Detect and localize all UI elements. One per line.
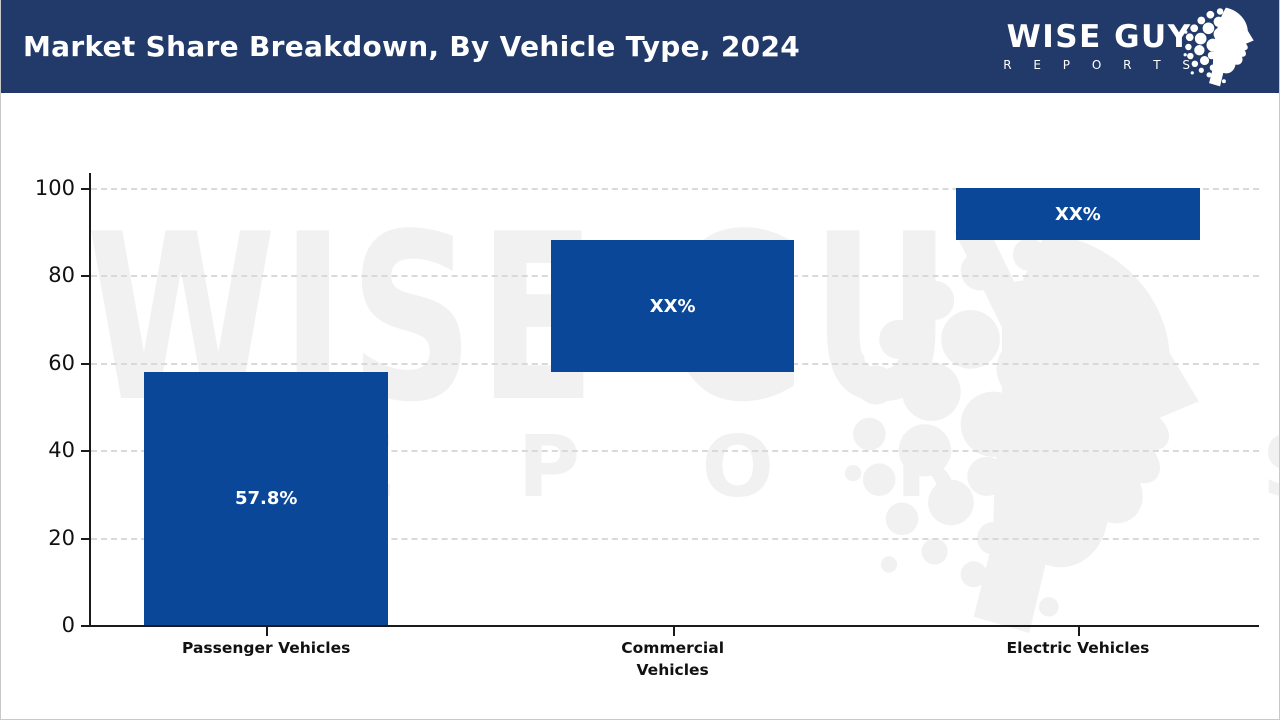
logo-text: WISE GUY R E P O R T S [999,18,1199,72]
gridline [91,188,1259,190]
x-axis-tick [1077,627,1080,636]
gridline [91,537,1259,540]
y-axis-tick [81,625,90,627]
bar-value-label: XX% [649,295,696,317]
bar-segment: XX% [550,240,795,373]
logo-subtitle: R E P O R T S [1003,57,1199,72]
y-axis-tick-label: 80 [48,263,75,288]
y-axis-tick [81,275,90,278]
x-category-label: Electric Vehicles [1006,639,1150,657]
y-axis-tick-label: 0 [61,613,75,637]
logo-wordmark: WISE GUY [1006,18,1192,55]
wiseguy-logo: WISE GUY R E P O R T S [999,5,1261,89]
y-axis-tick-label: 40 [48,438,75,463]
bar-segment: XX% [956,188,1200,241]
y-axis-tick [81,537,90,540]
bar-value-label: 57.8% [234,488,298,510]
page-title: Market Share Breakdown, By Vehicle Type,… [23,30,801,63]
y-axis-tick-label: 60 [48,350,75,375]
gridline [91,450,1259,453]
y-axis-tick-label: 20 [48,525,75,550]
plot-area: 0 20 40 60 80 100 57.8% Passenger Vehicles XX% Co… [35,173,1259,679]
report-header: Market Share Breakdown, By Vehicle Type,… [1,0,1279,93]
x-axis-tick [672,627,675,636]
bar-value-label: XX% [1055,203,1101,225]
x-axis-tick [266,627,269,636]
y-axis-tick [81,188,90,190]
y-axis-tick [81,450,90,453]
x-category-label: Passenger Vehicles [182,639,351,657]
dotted-head-logo-icon [1183,7,1254,86]
y-axis-tick [81,362,90,365]
x-category-label: Commercial Vehicles [621,639,725,679]
y-axis-tick-label: 100 [34,176,75,200]
bar-segment: 57.8% [144,372,388,625]
